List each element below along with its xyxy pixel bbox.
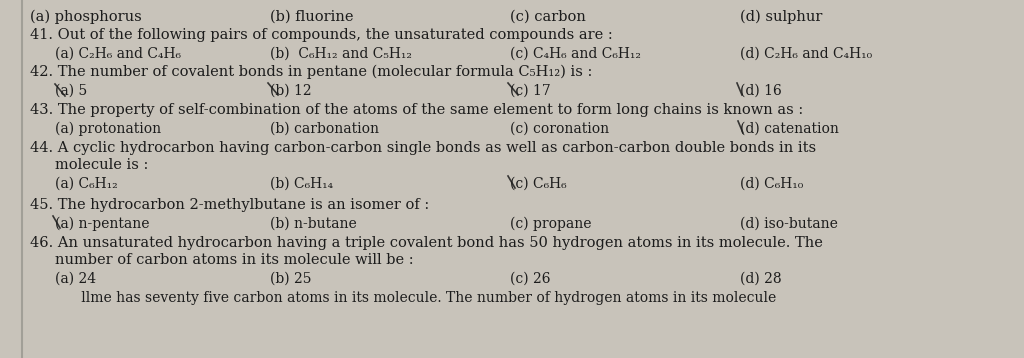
Text: 43. The property of self-combination of the atoms of the same element to form lo: 43. The property of self-combination of …	[30, 103, 803, 117]
Text: (c) 26: (c) 26	[510, 272, 551, 286]
Text: (d) catenation: (d) catenation	[740, 122, 839, 136]
Text: (d) 28: (d) 28	[740, 272, 781, 286]
Text: (c) carbon: (c) carbon	[510, 10, 586, 24]
Text: 42. The number of covalent bonds in pentane (molecular formula C₅H₁₂) is :: 42. The number of covalent bonds in pent…	[30, 65, 592, 79]
Text: (a) n-pentane: (a) n-pentane	[55, 217, 150, 231]
Text: (d) C₂H₆ and C₄H₁₀: (d) C₂H₆ and C₄H₁₀	[740, 47, 872, 61]
Text: (b) 12: (b) 12	[270, 84, 311, 98]
Text: (a) phosphorus: (a) phosphorus	[30, 10, 141, 24]
Text: (d) 16: (d) 16	[740, 84, 781, 98]
Text: llme has seventy five carbon atoms in its molecule. The number of hydrogen atoms: llme has seventy five carbon atoms in it…	[55, 291, 776, 305]
Text: (d) sulphur: (d) sulphur	[740, 10, 822, 24]
Text: number of carbon atoms in its molecule will be :: number of carbon atoms in its molecule w…	[55, 253, 414, 267]
Text: molecule is :: molecule is :	[55, 158, 148, 172]
Text: 44. A cyclic hydrocarbon having carbon-carbon single bonds as well as carbon-car: 44. A cyclic hydrocarbon having carbon-c…	[30, 141, 816, 155]
Text: (d) C₆H₁₀: (d) C₆H₁₀	[740, 177, 803, 191]
Text: 41. Out of the following pairs of compounds, the unsaturated compounds are :: 41. Out of the following pairs of compou…	[30, 28, 612, 42]
Text: (b) C₆H₁₄: (b) C₆H₁₄	[270, 177, 333, 191]
Text: (a) 24: (a) 24	[55, 272, 96, 286]
Text: (a) C₂H₆ and C₄H₆: (a) C₂H₆ and C₄H₆	[55, 47, 181, 61]
Text: (c) coronation: (c) coronation	[510, 122, 609, 136]
Text: (a) 5: (a) 5	[55, 84, 87, 98]
Text: (b) carbonation: (b) carbonation	[270, 122, 379, 136]
Text: (d) iso-butane: (d) iso-butane	[740, 217, 838, 231]
Text: (a) protonation: (a) protonation	[55, 122, 161, 136]
Text: (c) propane: (c) propane	[510, 217, 592, 231]
Text: (b)  C₆H₁₂ and C₅H₁₂: (b) C₆H₁₂ and C₅H₁₂	[270, 47, 412, 61]
Text: (b) n-butane: (b) n-butane	[270, 217, 356, 231]
Text: (b) 25: (b) 25	[270, 272, 311, 286]
Text: 46. An unsaturated hydrocarbon having a triple covalent bond has 50 hydrogen ato: 46. An unsaturated hydrocarbon having a …	[30, 236, 823, 250]
Text: (b) fluorine: (b) fluorine	[270, 10, 353, 24]
Text: (c) 17: (c) 17	[510, 84, 551, 98]
Text: (c) C₆H₆: (c) C₆H₆	[510, 177, 566, 191]
Text: 45. The hydrocarbon 2-methylbutane is an isomer of :: 45. The hydrocarbon 2-methylbutane is an…	[30, 198, 429, 212]
Text: (a) C₆H₁₂: (a) C₆H₁₂	[55, 177, 118, 191]
Text: (c) C₄H₆ and C₆H₁₂: (c) C₄H₆ and C₆H₁₂	[510, 47, 641, 61]
